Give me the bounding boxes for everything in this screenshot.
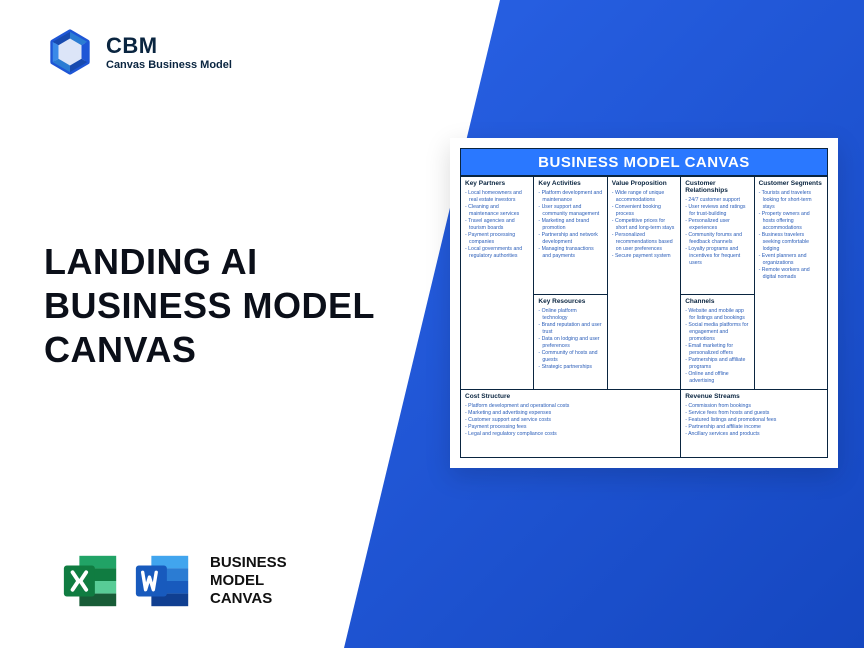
- list-item: Featured listings and promotional fees: [685, 417, 823, 424]
- cell-key-activities: Key Activities Platform development and …: [534, 176, 607, 294]
- list-item: Service fees from hosts and guests: [685, 410, 823, 417]
- cell-value-proposition: Value Proposition Wide range of unique a…: [608, 176, 681, 389]
- list-item: Data on lodging and user preferences: [538, 336, 602, 350]
- list-item: Commission from bookings: [685, 403, 823, 410]
- list-item: User reviews and ratings for trust-build…: [685, 204, 749, 218]
- list-item: Payment processing companies: [465, 232, 529, 246]
- list-item: Personalized user experiences: [685, 218, 749, 232]
- bmc-label: BUSINESS MODEL CANVAS: [210, 554, 287, 607]
- brand-logo: CBM Canvas Business Model: [46, 28, 232, 76]
- list-item: Business travelers seeking comfortable l…: [759, 232, 823, 253]
- list-item: Tourists and travelers looking for short…: [759, 190, 823, 211]
- list-item: Strategic partnerships: [538, 364, 602, 371]
- list-item: Brand reputation and user trust: [538, 322, 602, 336]
- list-item: Property owners and hosts offering accom…: [759, 211, 823, 232]
- bmc-label-1: BUSINESS: [210, 554, 287, 572]
- headline-line-1: LANDING AI: [44, 240, 375, 284]
- canvas-grid: Key Partners Local homeowners and real e…: [460, 176, 828, 458]
- list-item: Online platform technology: [538, 308, 602, 322]
- list-item: Travel agencies and tourism boards: [465, 218, 529, 232]
- cbm-logo-icon: [46, 28, 94, 76]
- canvas-title: BUSINESS MODEL CANVAS: [460, 148, 828, 176]
- list-item: Marketing and brand promotion: [538, 218, 602, 232]
- cell-channels: Channels Website and mobile app for list…: [681, 294, 754, 389]
- cell-cost-structure: Cost Structure Platform development and …: [461, 389, 681, 457]
- list-item: Platform development and maintenance: [538, 190, 602, 204]
- headline-line-3: CANVAS: [44, 328, 375, 372]
- list-item: Cleaning and maintenance services: [465, 204, 529, 218]
- list-item: Event planners and organizations: [759, 253, 823, 267]
- word-icon: [132, 550, 194, 612]
- list-item: Personalized recommendations based on us…: [612, 232, 676, 253]
- headline-line-2: BUSINESS MODEL: [44, 284, 375, 328]
- list-item: Platform development and operational cos…: [465, 403, 676, 410]
- bmc-label-3: CANVAS: [210, 590, 287, 608]
- list-item: Loyalty programs and incentives for freq…: [685, 246, 749, 267]
- list-item: Partnerships and affiliate programs: [685, 357, 749, 371]
- list-item: Remote workers and digital nomads: [759, 267, 823, 281]
- list-item: Competitive prices for short and long-te…: [612, 218, 676, 232]
- cell-revenue-streams: Revenue Streams Commission from bookings…: [681, 389, 828, 457]
- list-item: Community of hosts and guests: [538, 350, 602, 364]
- list-item: Marketing and advertising expenses: [465, 410, 676, 417]
- list-item: 24/7 customer support: [685, 197, 749, 204]
- cell-customer-segments: Customer Segments Tourists and travelers…: [755, 176, 828, 389]
- list-item: Managing transactions and payments: [538, 246, 602, 260]
- list-item: Social media platforms for engagement an…: [685, 322, 749, 343]
- list-item: Legal and regulatory compliance costs: [465, 431, 676, 438]
- list-item: Payment processing fees: [465, 424, 676, 431]
- brand-tagline: Canvas Business Model: [106, 59, 232, 71]
- brand-name: CBM: [106, 33, 232, 59]
- list-item: Local homeowners and real estate investo…: [465, 190, 529, 204]
- cell-key-resources: Key Resources Online platform technology…: [534, 294, 607, 389]
- list-item: Community forums and feedback channels: [685, 232, 749, 246]
- list-item: Website and mobile app for listings and …: [685, 308, 749, 322]
- list-item: Local governments and regulatory authori…: [465, 246, 529, 260]
- file-format-icons: BUSINESS MODEL CANVAS: [60, 550, 287, 612]
- cell-key-partners: Key Partners Local homeowners and real e…: [461, 176, 534, 389]
- list-item: Partnership and affiliate income: [685, 424, 823, 431]
- list-item: Wide range of unique accommodations: [612, 190, 676, 204]
- list-item: Secure payment system: [612, 253, 676, 260]
- bmc-label-2: MODEL: [210, 572, 287, 590]
- list-item: User support and community management: [538, 204, 602, 218]
- list-item: Partnership and network development: [538, 232, 602, 246]
- list-item: Convenient booking process: [612, 204, 676, 218]
- list-item: Ancillary services and products: [685, 431, 823, 438]
- excel-icon: [60, 550, 122, 612]
- list-item: Email marketing for personalized offers: [685, 343, 749, 357]
- headline: LANDING AI BUSINESS MODEL CANVAS: [44, 240, 375, 372]
- cell-customer-relationships: Customer Relationships 24/7 customer sup…: [681, 176, 754, 294]
- list-item: Online and offline advertising: [685, 371, 749, 385]
- canvas-preview: BUSINESS MODEL CANVAS Key Partners Local…: [450, 138, 838, 468]
- list-item: Customer support and service costs: [465, 417, 676, 424]
